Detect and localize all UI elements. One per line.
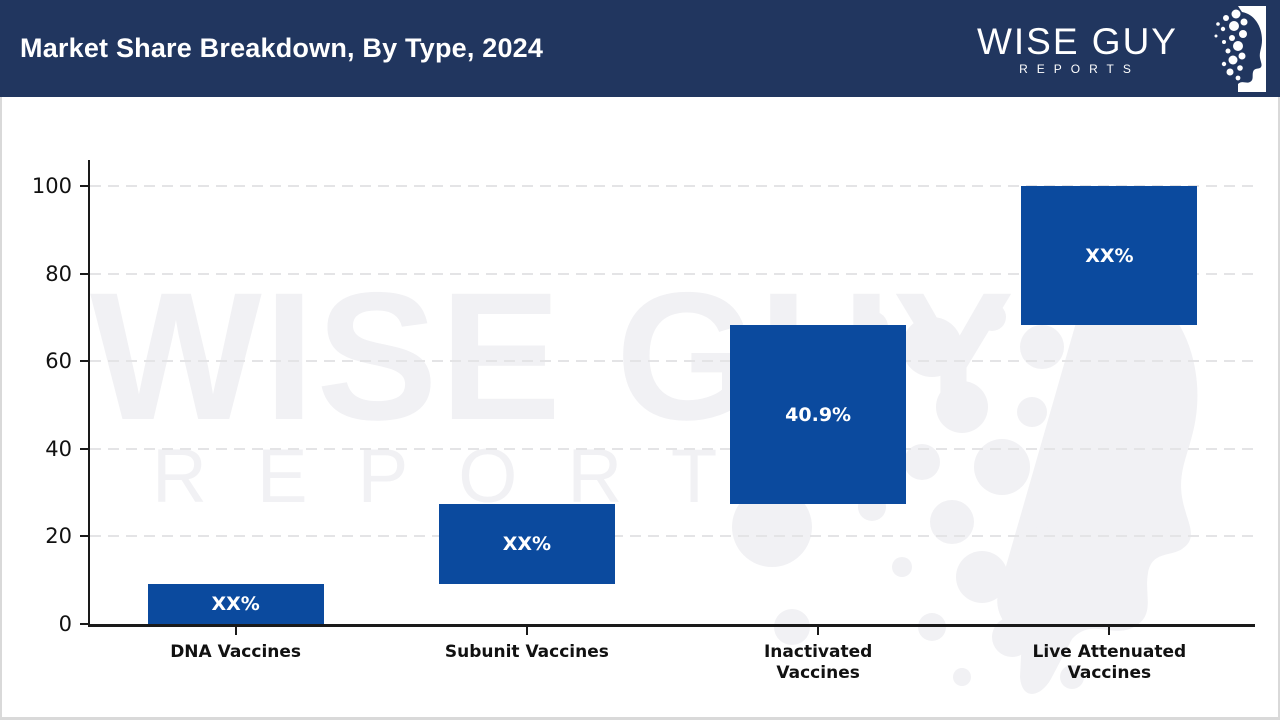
brand-logo: WISE GUY REPORTS (977, 5, 1266, 92)
y-tick-label: 80 (45, 261, 72, 286)
bar-value-label: XX% (1085, 244, 1134, 267)
x-tick-mark (817, 627, 820, 635)
brand-subtitle: REPORTS (1019, 61, 1140, 76)
bar-value-label: 40.9% (785, 403, 852, 426)
waterfall-bar: 40.9% (730, 325, 907, 505)
y-tick-mark (80, 360, 88, 363)
x-tick-label: DNA Vaccines (170, 642, 302, 662)
y-tick-label: 20 (45, 524, 72, 549)
brand-logo-text: WISE GUY REPORTS (977, 23, 1178, 75)
watermark-text-small: REPORTS (152, 434, 869, 519)
page-title: Market Share Breakdown, By Type, 2024 (20, 33, 544, 63)
x-tick-label: Inactivated Vaccines (763, 642, 873, 684)
header-bar: Market Share Breakdown, By Type, 2024 WI… (0, 0, 1280, 97)
y-axis-line (88, 160, 90, 626)
y-tick-mark (80, 623, 88, 625)
x-tick-mark (1108, 627, 1111, 635)
gridline (90, 272, 1254, 275)
x-tick-mark (525, 627, 528, 635)
chart-plot-area: 0 20 40 60 80 100 XX% DNA Vaccines XX% Subunit Va… (32, 160, 1255, 683)
x-tick-mark (234, 627, 237, 635)
waterfall-bar: XX% (438, 504, 615, 585)
y-tick-label: 100 (31, 174, 72, 199)
y-tick-mark (80, 272, 88, 275)
bar-value-label: XX% (211, 593, 260, 616)
y-tick-mark (80, 535, 88, 538)
brand-name: WISE GUY (976, 20, 1178, 62)
waterfall-bar: XX% (1021, 186, 1198, 326)
gridline (90, 185, 1254, 188)
gridline (90, 535, 1254, 538)
x-axis-line (88, 624, 1255, 627)
watermark-face-dots (732, 267, 1198, 694)
y-tick-mark (80, 185, 88, 188)
waterfall-bar: XX% (147, 584, 324, 624)
gridline (90, 447, 1254, 450)
x-tick-label: Subunit Vaccines (444, 642, 609, 662)
y-tick-label: 60 (45, 349, 72, 374)
gridline (90, 360, 1254, 363)
bar-value-label: XX% (502, 533, 552, 556)
y-tick-label: 0 (58, 612, 72, 636)
x-tick-label: Live Attenuated Vaccines (1032, 642, 1187, 684)
logo-face-icon (1214, 5, 1266, 92)
y-tick-label: 40 (45, 436, 72, 461)
chart-canvas: WISE GUY REPORTS 0 20 40 60 80 100 XX% DNA Vacc… (0, 97, 1280, 720)
y-tick-mark (80, 447, 88, 450)
